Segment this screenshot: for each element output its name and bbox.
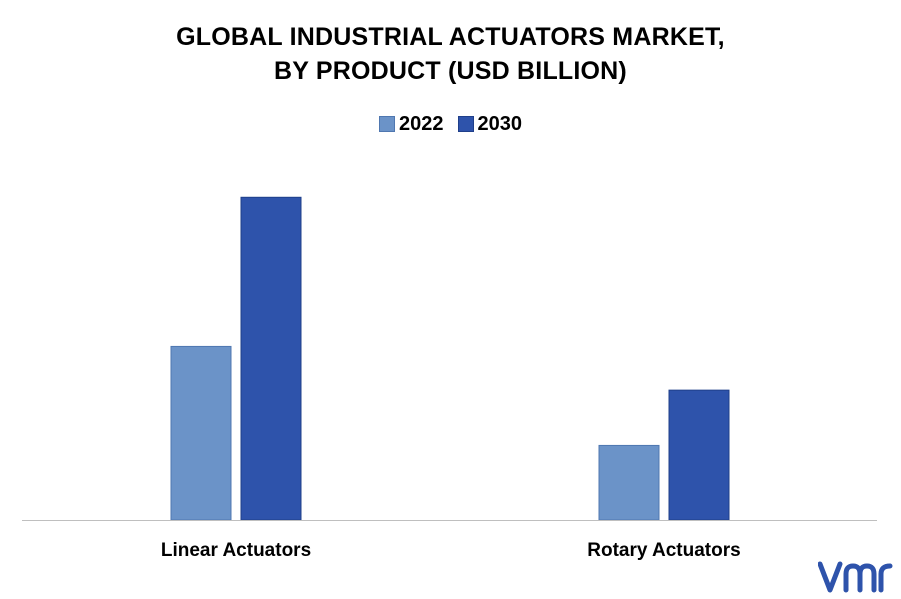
legend-item-2030: 2030 bbox=[457, 112, 523, 136]
bar-2030-rotary-actuators bbox=[668, 389, 730, 521]
vmr-logo-icon bbox=[818, 561, 893, 593]
bar-2022-rotary-actuators bbox=[598, 444, 660, 521]
chart-title-line-1: GLOBAL INDUSTRIAL ACTUATORS MARKET, bbox=[176, 23, 725, 51]
legend-swatch-2030 bbox=[457, 116, 474, 132]
chart-title-line-2: BY PRODUCT (USD BILLION) bbox=[274, 57, 627, 85]
legend-label-2022: 2022 bbox=[399, 113, 444, 135]
legend: 2022 2030 bbox=[0, 112, 901, 136]
legend-item-2022: 2022 bbox=[379, 112, 444, 136]
bar-2022-linear-actuators bbox=[170, 345, 232, 521]
legend-swatch-2022 bbox=[379, 116, 395, 132]
legend-label-2030: 2030 bbox=[477, 113, 523, 135]
bar-2030-linear-actuators bbox=[240, 196, 302, 521]
chart-title: GLOBAL INDUSTRIAL ACTUATORS MARKET, BY P… bbox=[0, 20, 901, 88]
x-tick-label: Linear Actuators bbox=[161, 540, 311, 561]
x-tick-label: Rotary Actuators bbox=[587, 540, 740, 561]
